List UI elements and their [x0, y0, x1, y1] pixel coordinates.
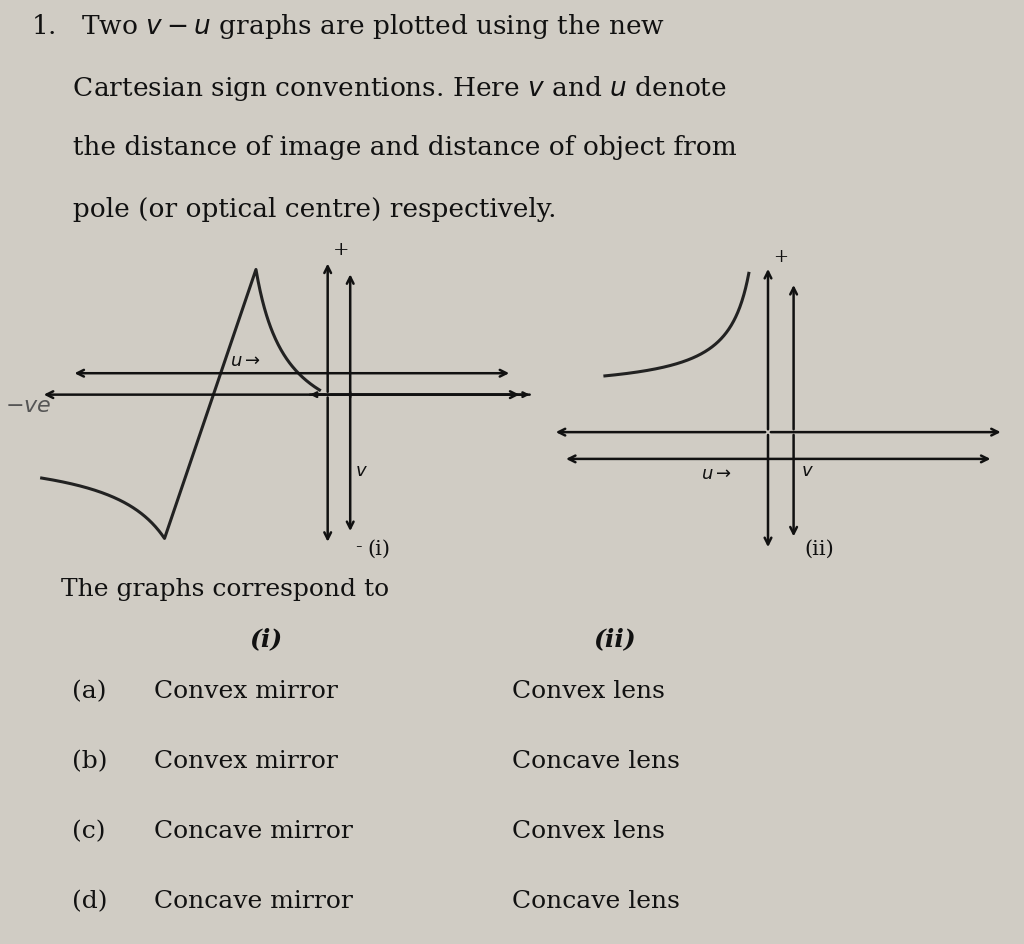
Text: The graphs correspond to: The graphs correspond to	[61, 578, 389, 600]
Text: Cartesian sign conventions. Here $v$ and $u$ denote: Cartesian sign conventions. Here $v$ and…	[31, 74, 726, 103]
Text: $-ve$: $-ve$	[5, 395, 51, 416]
Text: the distance of image and distance of object from: the distance of image and distance of ob…	[31, 135, 736, 160]
Text: (i): (i)	[250, 627, 283, 650]
Text: Concave mirror: Concave mirror	[154, 889, 352, 912]
Text: (c): (c)	[72, 819, 105, 842]
Text: Convex mirror: Convex mirror	[154, 750, 338, 772]
Text: $v$: $v$	[801, 462, 814, 480]
Text: +: +	[333, 241, 349, 259]
Text: $u\rightarrow$: $u\rightarrow$	[230, 351, 261, 369]
Text: $u\rightarrow$: $u\rightarrow$	[701, 464, 732, 482]
Text: (d): (d)	[72, 889, 108, 912]
Text: -: -	[355, 537, 361, 555]
Text: Concave lens: Concave lens	[512, 889, 680, 912]
Text: (a): (a)	[72, 680, 106, 702]
Text: (ii): (ii)	[593, 627, 636, 650]
Text: (ii): (ii)	[804, 539, 835, 558]
Text: pole (or optical centre) respectively.: pole (or optical centre) respectively.	[31, 196, 556, 221]
Text: 1.   Two $v - u$ graphs are plotted using the new: 1. Two $v - u$ graphs are plotted using …	[31, 12, 665, 42]
Text: (i): (i)	[368, 539, 390, 558]
Text: Convex mirror: Convex mirror	[154, 680, 338, 702]
Text: Concave mirror: Concave mirror	[154, 819, 352, 842]
Text: Concave lens: Concave lens	[512, 750, 680, 772]
Text: Convex lens: Convex lens	[512, 680, 665, 702]
Text: $v$: $v$	[355, 462, 369, 480]
Text: Convex lens: Convex lens	[512, 819, 665, 842]
Text: (b): (b)	[72, 750, 108, 772]
Text: +: +	[773, 247, 788, 266]
